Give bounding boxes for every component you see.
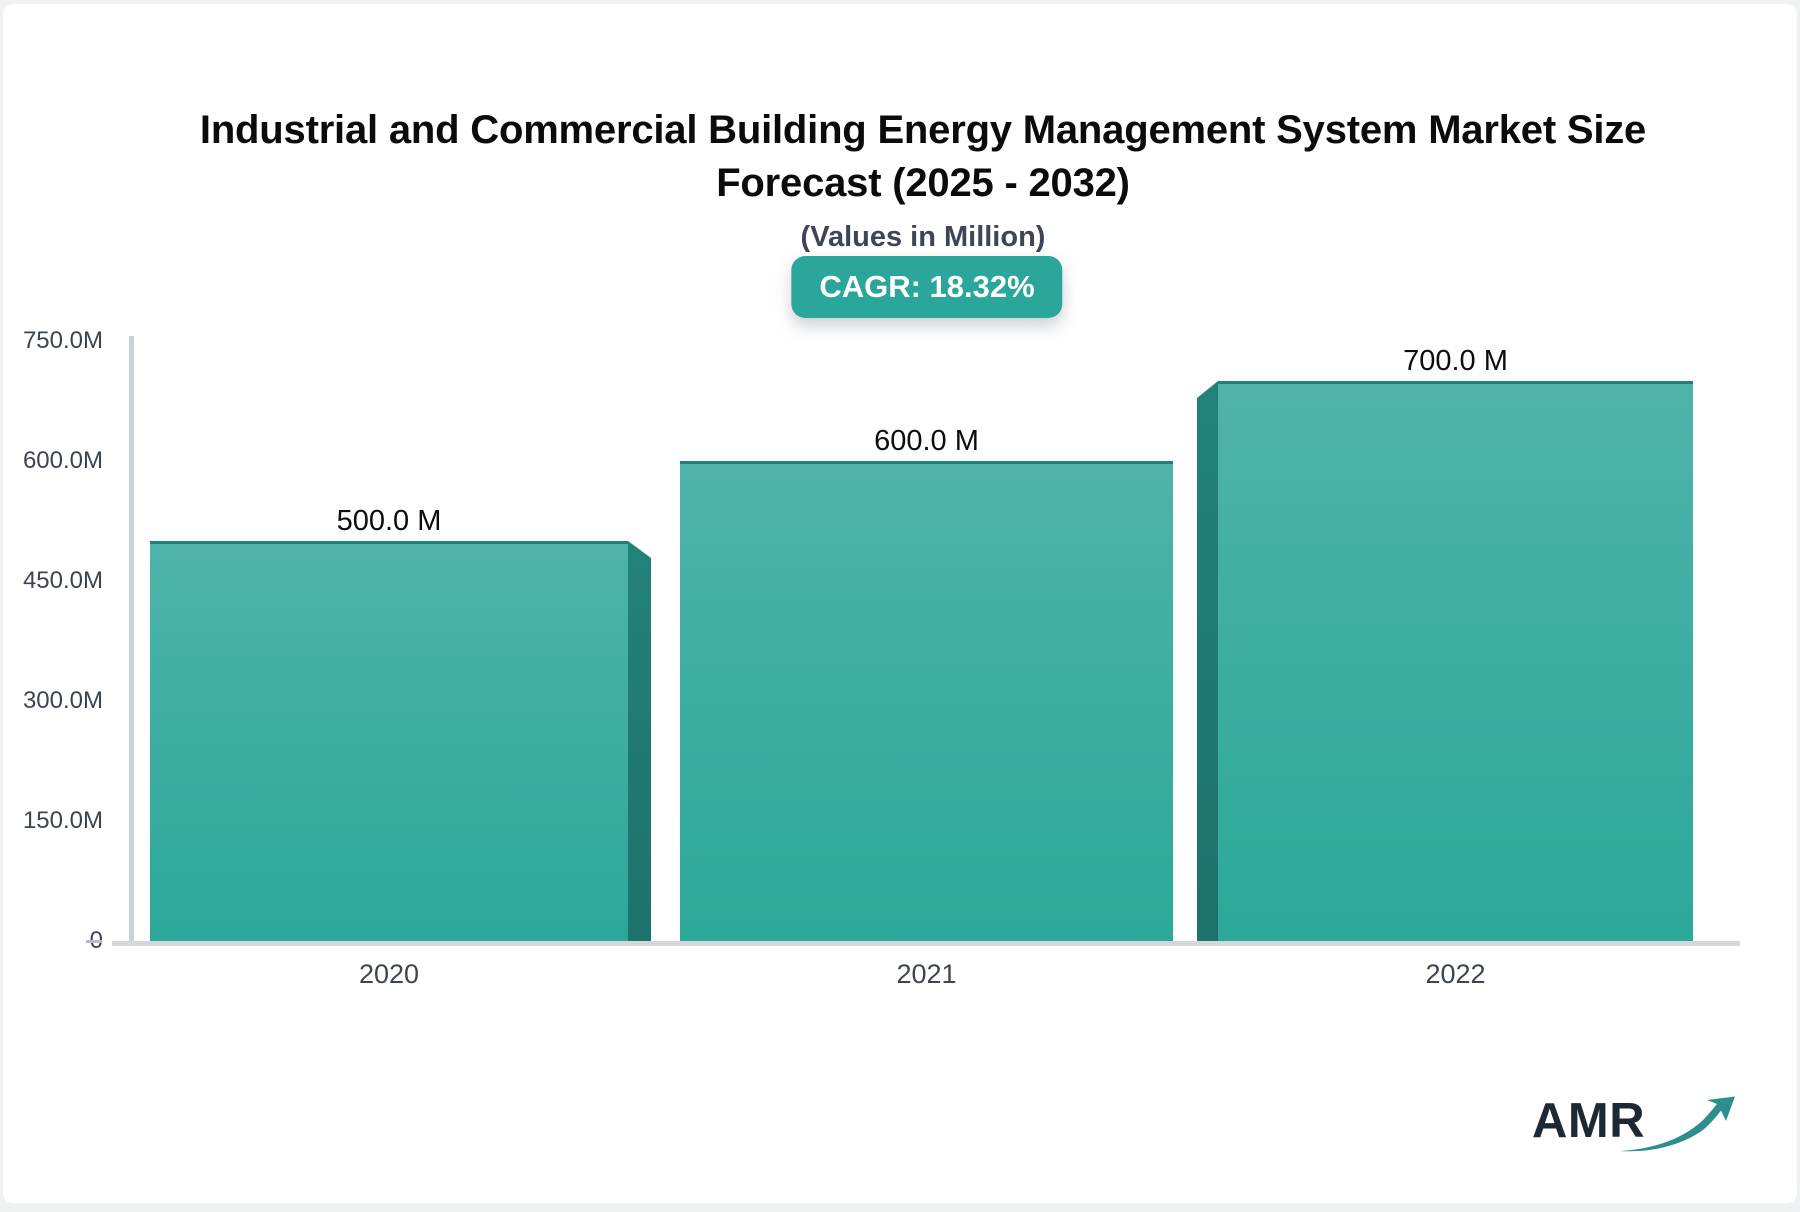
amr-logo-arrow-icon [1620,1096,1735,1152]
y-axis-line [129,336,134,945]
y-tick-label-600: 600.0M [22,447,103,474]
y-tick-label-750: 750.0M [22,327,103,354]
bar-3d-side-2020 [628,541,651,941]
x-axis-label-2020: 2020 [358,959,420,989]
y-tick-label-450: 450.0M [22,567,103,594]
bar-3d-side-2022 [1197,381,1218,941]
chart-subtitle: (Values in Million) [800,221,1046,253]
chart-title-line1: Industrial and Commercial Building Energ… [199,108,1647,152]
zero-tick-mark [86,940,102,943]
cagr-badge: CAGR: 18.32% [791,256,1063,318]
x-axis-label-2021: 2021 [896,959,957,989]
x-axis-baseline [112,941,1740,946]
value-label-2022: 700.0 M [1403,345,1508,377]
chart-title-line2: Forecast (2025 - 2032) [716,161,1130,205]
value-label-2021: 600.0 M [874,425,979,457]
y-tick-label-300: 300.0M [22,687,103,714]
bar-2022 [1218,381,1693,941]
amr-logo-text: AMR [1532,1094,1646,1148]
y-tick-label-150: 150.0M [22,807,103,834]
bar-2021 [680,461,1173,941]
value-label-2020: 500.0 M [336,505,442,537]
x-axis-label-2022: 2022 [1425,959,1486,989]
bar-2020 [150,541,628,941]
amr-logo: AMR [1532,1095,1742,1159]
